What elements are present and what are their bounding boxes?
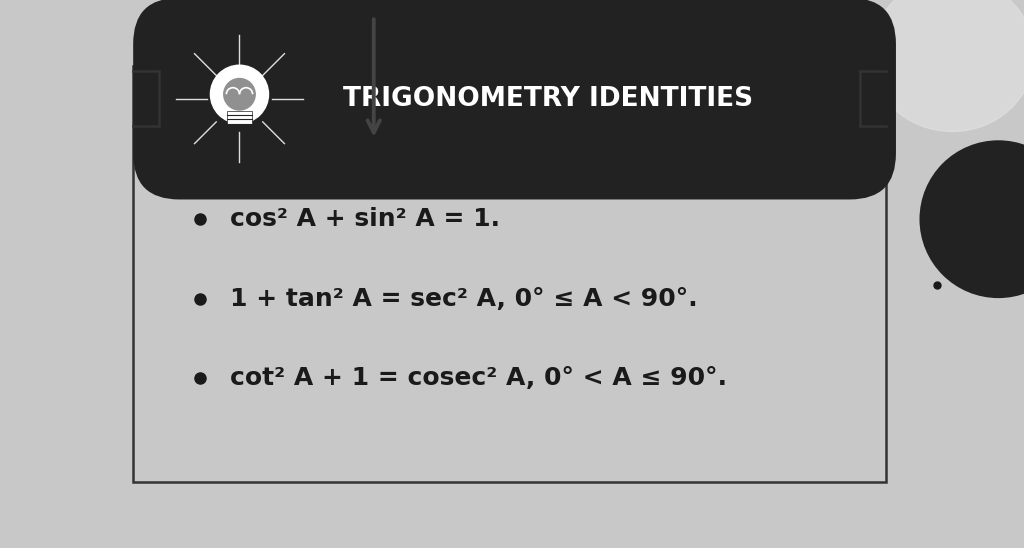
Ellipse shape (870, 0, 1024, 132)
Text: 1 + tan² A = sec² A, 0° ≤ A < 90°.: 1 + tan² A = sec² A, 0° ≤ A < 90°. (230, 287, 698, 311)
Text: cos² A + sin² A = 1.: cos² A + sin² A = 1. (230, 207, 501, 231)
Text: cot² A + 1 = cosec² A, 0° < A ≤ 90°.: cot² A + 1 = cosec² A, 0° < A ≤ 90°. (230, 366, 727, 390)
Circle shape (920, 140, 1024, 298)
FancyBboxPatch shape (133, 66, 886, 482)
Circle shape (223, 78, 256, 111)
FancyBboxPatch shape (133, 0, 896, 199)
FancyBboxPatch shape (227, 111, 252, 124)
Circle shape (211, 65, 268, 123)
Text: TRIGONOMETRY IDENTITIES: TRIGONOMETRY IDENTITIES (343, 85, 754, 112)
